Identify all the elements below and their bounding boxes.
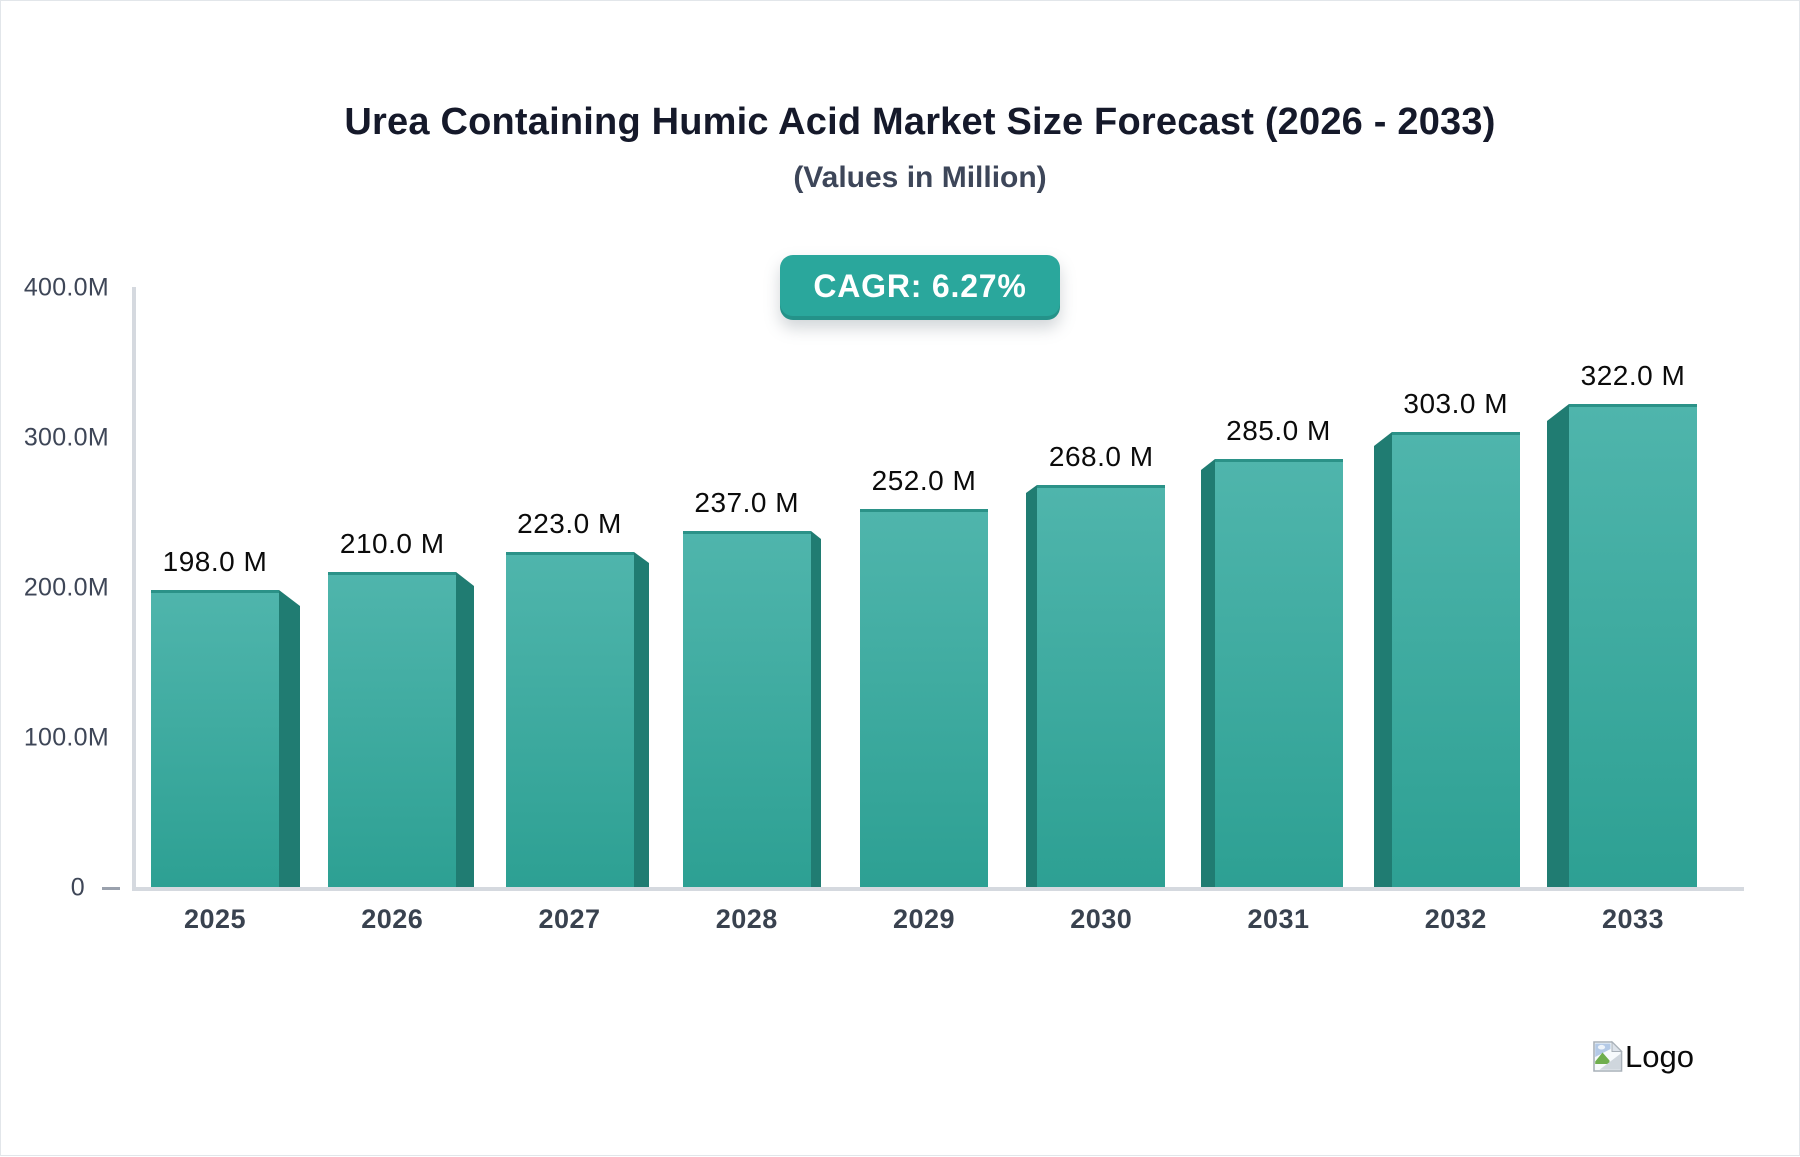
bar-value-label-2033: 322.0 M [1580,360,1686,391]
cagr-badge: CAGR: 6.27% [780,255,1060,320]
zero-tick-mark [102,886,120,890]
cagr-badge-wrap: CAGR: 6.27% [41,255,1799,320]
y-axis-tick-label: 0 [70,873,85,902]
bar-value-label-2027: 223.0 M [517,508,622,539]
bar-2033 [1569,404,1697,887]
bar-2029 [860,509,988,887]
x-axis-label-2028: 2028 [715,904,778,934]
logo: Logo [1592,1039,1694,1075]
y-axis-tick-label: 100.0M [23,723,109,752]
x-axis-label-2031: 2031 [1247,904,1310,934]
chart-subtitle: (Values in Million) [793,161,1047,194]
bar-value-label-2025: 198.0 M [162,546,268,577]
broken-image-icon [1593,1040,1623,1072]
bar-side-face-2032 [1374,432,1392,887]
bar-2028 [683,531,811,887]
x-axis-label-2026: 2026 [361,904,424,934]
bar-value-label-2032: 303.0 M [1403,388,1509,419]
bar-2031 [1215,459,1343,887]
bar-value-label-2030: 268.0 M [1048,441,1154,472]
bar-2025 [151,590,279,887]
y-axis-tick-label: 400.0M [23,273,109,302]
bar-2032 [1392,432,1520,887]
y-axis-tick-label: 300.0M [23,423,109,452]
bar-side-face-2028 [811,531,821,887]
bar-2030 [1037,485,1165,887]
bar-side-face-2025 [279,590,300,887]
bar-side-face-2031 [1201,459,1215,887]
bar-value-label-2029: 252.0 M [871,465,977,496]
x-axis-line [132,887,1744,891]
bar-side-face-2033 [1547,404,1569,887]
bar-value-label-2031: 285.0 M [1226,415,1331,446]
x-axis-label-2027: 2027 [538,904,601,934]
y-axis-line [132,287,136,891]
x-axis-label-2033: 2033 [1601,904,1665,934]
bar-side-face-2026 [456,572,474,887]
bar-2027 [506,552,634,887]
y-axis-tick-label: 200.0M [23,573,109,602]
bar-value-label-2028: 237.0 M [694,487,800,518]
bar-2026 [328,572,456,887]
x-axis-label-2025: 2025 [183,904,247,934]
bar-value-label-2026: 210.0 M [339,528,445,559]
bar-side-face-2027 [634,552,649,887]
chart-title: Urea Containing Humic Acid Market Size F… [344,101,1496,143]
logo-alt-text: Logo [1625,1039,1694,1074]
bar-side-face-2030 [1026,485,1037,887]
x-axis-label-2029: 2029 [892,904,956,934]
x-axis-label-2032: 2032 [1424,904,1487,934]
x-axis-label-2030: 2030 [1070,904,1133,934]
